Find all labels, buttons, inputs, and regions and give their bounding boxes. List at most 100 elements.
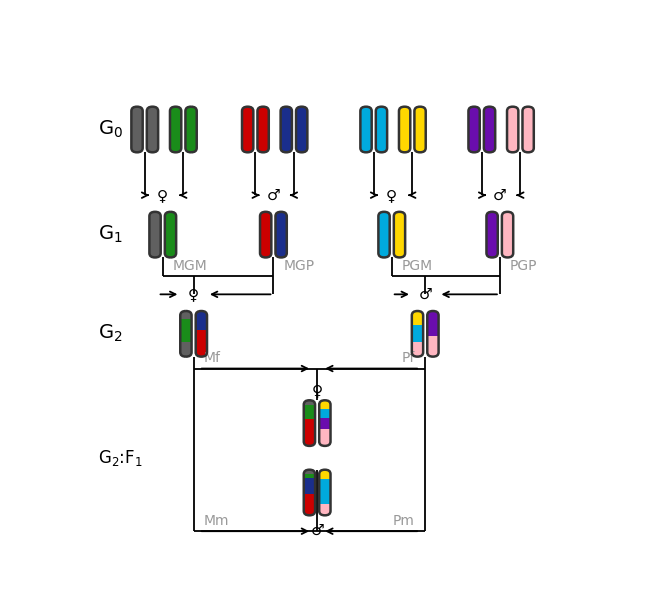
Bar xyxy=(319,429,331,446)
FancyBboxPatch shape xyxy=(487,212,498,257)
Bar xyxy=(196,330,207,357)
FancyBboxPatch shape xyxy=(147,106,158,153)
Bar xyxy=(378,212,390,257)
Bar xyxy=(523,106,534,153)
Text: ♀: ♀ xyxy=(386,188,397,202)
FancyBboxPatch shape xyxy=(399,106,410,153)
Text: MGP: MGP xyxy=(284,260,315,274)
FancyBboxPatch shape xyxy=(276,212,287,257)
Bar xyxy=(180,319,192,342)
Text: G$_0$: G$_0$ xyxy=(98,119,124,140)
Bar xyxy=(303,474,315,478)
Text: Mm: Mm xyxy=(204,514,230,528)
FancyBboxPatch shape xyxy=(258,106,269,153)
Bar xyxy=(303,470,315,474)
Bar xyxy=(242,106,254,153)
FancyBboxPatch shape xyxy=(507,106,519,153)
Bar xyxy=(165,212,176,257)
FancyBboxPatch shape xyxy=(376,106,387,153)
Bar xyxy=(468,106,480,153)
Text: ♀: ♀ xyxy=(188,287,199,302)
FancyBboxPatch shape xyxy=(319,400,331,446)
Text: ♂: ♂ xyxy=(266,188,280,202)
Bar xyxy=(427,311,439,336)
Bar xyxy=(258,106,269,153)
Bar xyxy=(376,106,387,153)
Bar xyxy=(276,212,287,257)
Bar xyxy=(303,405,315,420)
FancyBboxPatch shape xyxy=(361,106,372,153)
FancyBboxPatch shape xyxy=(484,106,495,153)
Text: PGM: PGM xyxy=(402,260,433,274)
Bar xyxy=(147,106,158,153)
Bar xyxy=(394,212,405,257)
Bar xyxy=(319,418,331,429)
Text: G$_1$: G$_1$ xyxy=(98,224,123,245)
Bar xyxy=(414,106,426,153)
FancyBboxPatch shape xyxy=(412,311,423,357)
Text: G$_2$: G$_2$ xyxy=(98,323,123,345)
Bar xyxy=(296,106,307,153)
FancyBboxPatch shape xyxy=(281,106,292,153)
Bar xyxy=(487,212,498,257)
FancyBboxPatch shape xyxy=(319,470,331,516)
FancyBboxPatch shape xyxy=(196,311,207,357)
Bar xyxy=(484,106,495,153)
Bar xyxy=(319,504,331,516)
FancyBboxPatch shape xyxy=(260,212,272,257)
Bar xyxy=(399,106,410,153)
Bar xyxy=(319,470,331,479)
FancyBboxPatch shape xyxy=(427,311,439,357)
Bar xyxy=(131,106,143,153)
Bar xyxy=(303,400,315,405)
Bar xyxy=(281,106,292,153)
Bar xyxy=(507,106,519,153)
Bar xyxy=(319,400,331,409)
Bar xyxy=(303,494,315,516)
FancyBboxPatch shape xyxy=(149,212,161,257)
Bar xyxy=(319,479,331,504)
Text: PGP: PGP xyxy=(510,260,538,274)
Text: MGM: MGM xyxy=(173,260,208,274)
FancyBboxPatch shape xyxy=(378,212,390,257)
Bar xyxy=(361,106,372,153)
FancyBboxPatch shape xyxy=(185,106,197,153)
Bar xyxy=(303,478,315,494)
Text: ♀: ♀ xyxy=(157,188,169,202)
Bar xyxy=(427,336,439,357)
Text: ♂: ♂ xyxy=(310,523,324,538)
FancyBboxPatch shape xyxy=(414,106,426,153)
Text: Pf: Pf xyxy=(402,351,415,365)
Bar xyxy=(502,212,513,257)
FancyBboxPatch shape xyxy=(303,400,315,446)
Bar xyxy=(260,212,272,257)
Text: ♀: ♀ xyxy=(311,383,323,398)
FancyBboxPatch shape xyxy=(296,106,307,153)
FancyBboxPatch shape xyxy=(394,212,405,257)
FancyBboxPatch shape xyxy=(131,106,143,153)
Text: ♂: ♂ xyxy=(418,287,432,302)
Bar xyxy=(180,342,192,357)
Text: ♂: ♂ xyxy=(493,188,507,202)
Bar xyxy=(412,311,423,325)
Text: Pm: Pm xyxy=(393,514,415,528)
Bar xyxy=(412,342,423,357)
FancyBboxPatch shape xyxy=(170,106,181,153)
Bar xyxy=(185,106,197,153)
FancyBboxPatch shape xyxy=(303,470,315,516)
Bar xyxy=(319,409,331,418)
Bar xyxy=(170,106,181,153)
FancyBboxPatch shape xyxy=(180,311,192,357)
FancyBboxPatch shape xyxy=(468,106,480,153)
Bar xyxy=(303,420,315,446)
Bar xyxy=(412,325,423,342)
Bar xyxy=(149,212,161,257)
FancyBboxPatch shape xyxy=(502,212,513,257)
Text: Mf: Mf xyxy=(204,351,221,365)
FancyBboxPatch shape xyxy=(523,106,534,153)
FancyBboxPatch shape xyxy=(165,212,176,257)
Bar xyxy=(180,311,192,319)
Bar xyxy=(196,311,207,330)
FancyBboxPatch shape xyxy=(242,106,254,153)
Text: G$_2$:F$_1$: G$_2$:F$_1$ xyxy=(98,448,143,468)
